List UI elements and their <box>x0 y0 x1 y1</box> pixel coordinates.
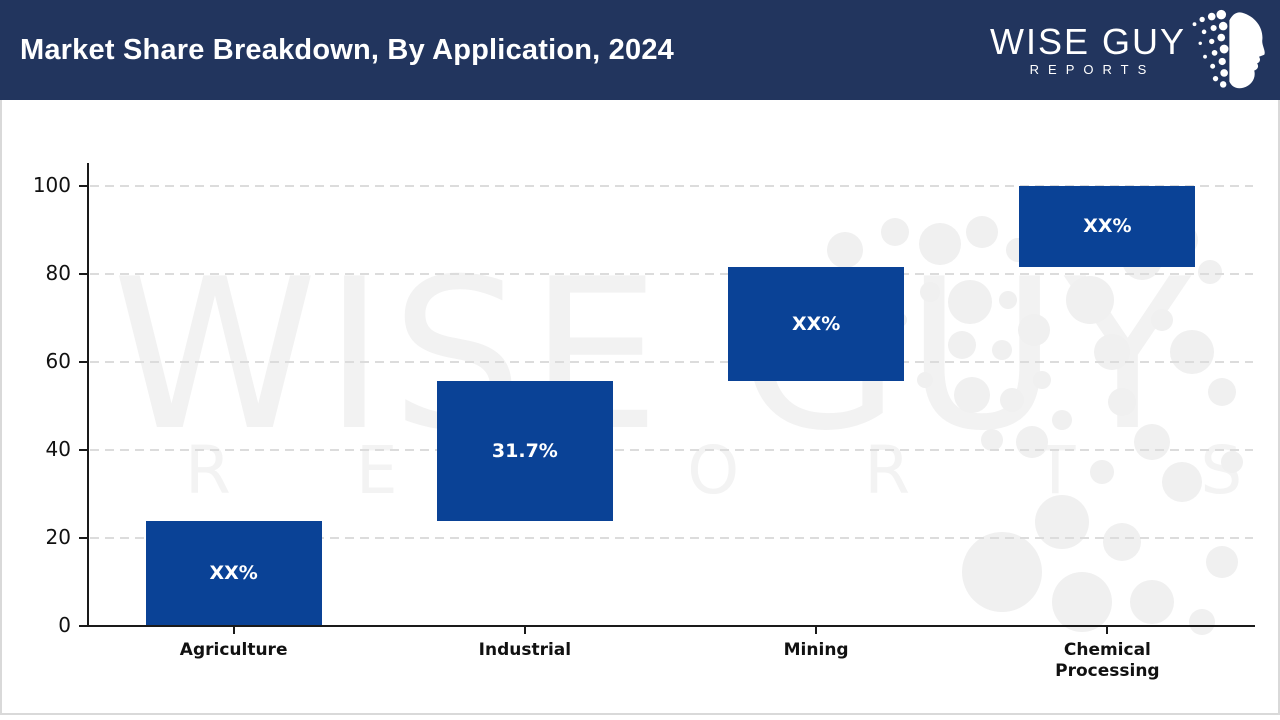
bar-value-label: XX% <box>1083 215 1132 238</box>
gridline <box>90 361 1253 363</box>
wiseguy-face-logo-icon <box>1192 9 1265 89</box>
y-tick-label: 20 <box>45 525 71 549</box>
y-tick-mark <box>79 361 87 363</box>
y-tick-mark <box>79 449 87 451</box>
x-category-label: Mining <box>783 640 849 660</box>
x-category-label: Chemical Processing <box>1055 640 1160 681</box>
wiseguy-logo: WISE GUY REPORTS <box>990 6 1266 94</box>
gridline <box>90 449 1253 451</box>
wiseguy-logo-text: WISE GUY REPORTS <box>989 21 1186 78</box>
y-tick-mark <box>79 537 87 539</box>
watermark-reports-text: R E P O R T S <box>185 432 1280 509</box>
x-tick-mark <box>232 627 235 634</box>
y-tick-label: 80 <box>45 261 71 285</box>
y-tick-label: 60 <box>45 349 71 373</box>
bar-industrial: 31.7% <box>436 381 613 521</box>
header-banner: Market Share Breakdown, By Application, … <box>0 0 1280 100</box>
bar-value-label: XX% <box>791 312 841 335</box>
bar-agriculture: XX% <box>145 520 322 626</box>
y-tick-mark <box>79 185 87 187</box>
bar-chemical-processing: XX% <box>1019 186 1196 267</box>
x-category-label: Agriculture <box>179 640 288 660</box>
x-axis-spine <box>87 625 1255 627</box>
gridline <box>90 185 1253 187</box>
watermark-wiseguy-text: WISE GUY <box>112 235 1198 477</box>
bar-value-label: XX% <box>209 562 258 585</box>
bar-value-label: 31.7% <box>491 440 558 463</box>
gridline <box>90 273 1253 275</box>
y-tick-mark <box>79 625 87 627</box>
x-tick-mark <box>815 627 818 634</box>
logo-reports-label: REPORTS <box>1029 62 1156 77</box>
y-tick-label: 100 <box>32 173 71 197</box>
bar-mining: XX% <box>728 266 905 382</box>
y-tick-label: 0 <box>58 613 71 637</box>
wiseguy-face-watermark-icon <box>827 216 1243 635</box>
gridline <box>90 537 1253 539</box>
y-axis-spine <box>87 163 89 627</box>
logo-wiseguy-label: WISE GUY <box>989 21 1186 62</box>
page-title: Market Share Breakdown, By Application, … <box>20 33 674 66</box>
y-tick-mark <box>79 273 87 275</box>
x-tick-mark <box>1106 627 1109 634</box>
x-category-label: Industrial <box>478 640 572 660</box>
y-tick-label: 40 <box>45 437 71 461</box>
x-tick-mark <box>523 627 526 634</box>
